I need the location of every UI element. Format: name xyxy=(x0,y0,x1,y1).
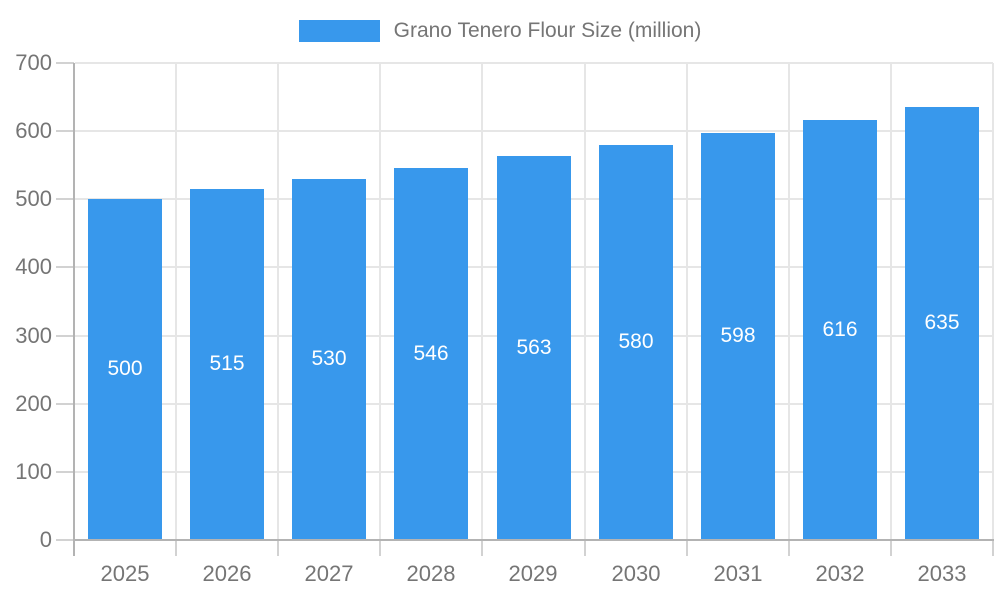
x-axis-tick xyxy=(788,541,790,556)
bar-value-label: 530 xyxy=(311,347,347,370)
x-axis-line xyxy=(73,539,994,541)
x-axis-tick xyxy=(686,541,688,556)
x-tick-label: 2029 xyxy=(508,561,558,586)
bar-value-label: 515 xyxy=(209,352,245,375)
bar: 515 xyxy=(190,189,264,539)
y-tick-label: 200 xyxy=(15,391,52,416)
x-gridline xyxy=(481,63,483,539)
bar-value-label: 616 xyxy=(822,317,858,341)
bar-value-label: 635 xyxy=(924,311,960,334)
x-gridline xyxy=(686,63,688,539)
x-tick-label: 2030 xyxy=(611,561,661,586)
x-tick-label: 2032 xyxy=(815,561,865,586)
y-axis-tick xyxy=(56,130,74,132)
bar: 598 xyxy=(701,133,775,539)
x-tick-label: 2031 xyxy=(713,561,763,586)
bar-value-label: 580 xyxy=(618,330,654,353)
y-tick-label: 600 xyxy=(15,118,52,143)
y-axis-tick xyxy=(56,198,74,200)
bar: 635 xyxy=(905,107,979,539)
x-axis-tick xyxy=(992,541,994,556)
y-tick-label: 400 xyxy=(15,254,52,279)
x-gridline xyxy=(379,63,381,539)
bar: 530 xyxy=(292,179,366,539)
x-axis-tick xyxy=(277,541,279,556)
y-axis-tick xyxy=(56,471,74,473)
y-tick-label: 100 xyxy=(15,459,52,484)
bar-value-label: 546 xyxy=(413,341,449,365)
bar-value-label: 598 xyxy=(720,324,756,347)
x-axis-tick xyxy=(584,541,586,556)
x-gridline xyxy=(277,63,279,539)
x-axis-tick xyxy=(890,541,892,556)
bar-value-label: 500 xyxy=(107,357,143,380)
y-axis-line xyxy=(73,63,75,556)
y-tick-label: 300 xyxy=(15,323,52,348)
bar: 616 xyxy=(803,120,877,539)
bar-value-label: 563 xyxy=(516,335,552,359)
legend-label: Grano Tenero Flour Size (million) xyxy=(393,19,702,42)
chart-legend-item[interactable]: Grano Tenero Flour Size (million) xyxy=(0,18,1000,44)
x-gridline xyxy=(992,63,994,539)
x-axis-tick xyxy=(379,541,381,556)
bar: 563 xyxy=(497,156,571,539)
legend-swatch xyxy=(298,20,380,42)
y-tick-label: 0 xyxy=(39,527,52,552)
x-axis-tick xyxy=(175,541,177,556)
x-gridline xyxy=(175,63,177,539)
y-axis-tick xyxy=(56,266,74,268)
x-axis-tick xyxy=(481,541,483,556)
y-tick-label: 700 xyxy=(15,50,52,75)
bar: 500 xyxy=(88,199,162,539)
y-axis-tick xyxy=(56,335,74,337)
y-tick-label: 500 xyxy=(15,186,52,211)
x-gridline xyxy=(788,63,790,539)
x-gridline xyxy=(584,63,586,539)
y-gridline xyxy=(75,130,993,132)
y-axis-tick xyxy=(56,62,74,64)
x-gridline xyxy=(890,63,892,539)
x-tick-label: 2033 xyxy=(917,561,967,586)
y-gridline xyxy=(75,62,993,64)
bar: 580 xyxy=(599,145,673,539)
y-axis-tick xyxy=(56,539,74,541)
x-tick-label: 2026 xyxy=(202,561,252,586)
x-tick-label: 2028 xyxy=(406,561,456,586)
x-tick-label: 2027 xyxy=(304,561,354,586)
x-tick-label: 2025 xyxy=(100,561,150,586)
y-axis-tick xyxy=(56,403,74,405)
bar: 546 xyxy=(394,168,468,539)
